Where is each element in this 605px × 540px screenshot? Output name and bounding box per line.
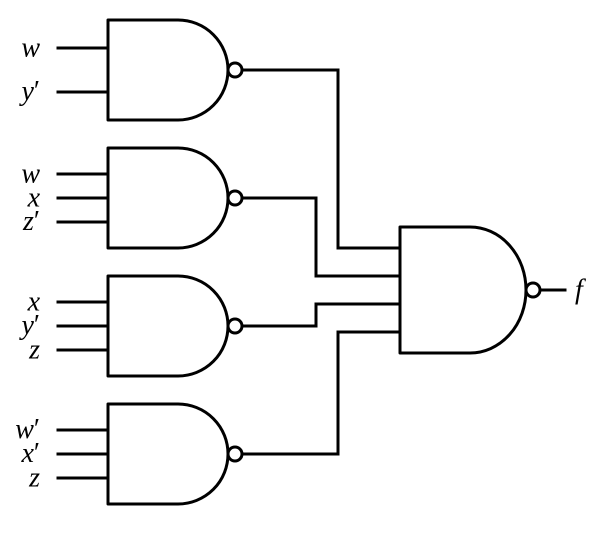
label-input-g3-2: z — [28, 334, 40, 365]
wire-mid-4 — [242, 332, 400, 454]
label-input-g1-0: w — [21, 32, 40, 63]
nand-gate-1-bubble — [228, 63, 242, 77]
nand-gate-4-bubble — [228, 447, 242, 461]
wire-mid-1 — [242, 70, 400, 248]
nand-gate-2-bubble — [228, 191, 242, 205]
label-input-g1-1: y′ — [18, 76, 40, 107]
nand-gate-output-bubble — [526, 283, 540, 297]
wire-mid-3 — [242, 304, 400, 326]
nand-gate-3-bubble — [228, 319, 242, 333]
nand-gate-2 — [108, 148, 228, 248]
nand-gate-1 — [108, 20, 228, 120]
nand-gate-output — [400, 227, 526, 353]
wire-mid-2 — [242, 198, 400, 276]
label-output-f: f — [575, 274, 586, 305]
nand-gate-3 — [108, 276, 228, 376]
logic-circuit-diagram: wy′wxz′xy′zw′x′zf — [0, 0, 605, 540]
label-input-g4-2: z — [28, 462, 40, 493]
label-input-g2-2: z′ — [22, 206, 40, 237]
nand-gate-4 — [108, 404, 228, 504]
